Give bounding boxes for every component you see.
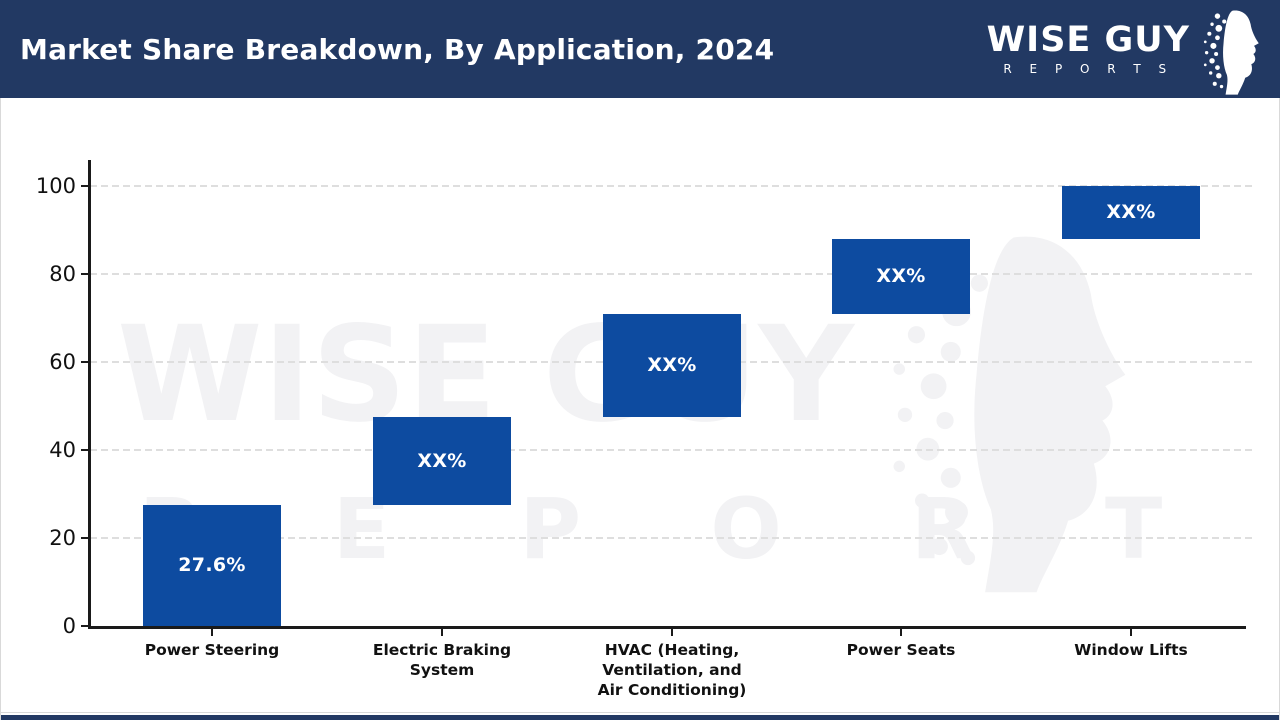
x-tick-window-lifts	[1130, 628, 1132, 636]
y-tick-label-0: 0	[62, 614, 76, 638]
bar-value-label: XX%	[1106, 201, 1156, 224]
x-tick-label-power-seats: Power Seats	[846, 641, 956, 659]
gridline-40	[90, 449, 1254, 451]
x-tick-label-power-steering: Power Steering	[144, 641, 280, 659]
bar-electric-braking-system: XX%	[373, 416, 511, 505]
brand-subname: R E P O R T S	[1003, 62, 1174, 76]
x-tick-power-seats	[900, 628, 902, 636]
gridline-100	[90, 185, 1254, 187]
bottom-divider	[1, 712, 1279, 713]
footer-accent-bar	[1, 715, 1279, 720]
y-tick-label-20: 20	[49, 526, 76, 550]
y-tick-label-100: 100	[35, 174, 76, 198]
x-tick-electric-braking-system	[441, 628, 443, 636]
bar-power-steering: 27.6%	[143, 504, 281, 626]
x-tick-label-window-lifts: Window Lifts	[1074, 641, 1188, 659]
x-axis	[88, 626, 1246, 629]
header-band: Market Share Breakdown, By Application, …	[0, 0, 1280, 98]
y-tick-80	[81, 273, 90, 275]
bar-window-lifts: XX%	[1062, 186, 1200, 239]
gridline-20	[90, 537, 1254, 539]
y-tick-40	[81, 449, 90, 451]
x-tick-power-steering	[211, 628, 213, 636]
y-tick-60	[81, 361, 90, 363]
brand-name: WISE GUY	[986, 20, 1190, 60]
bar-value-label: XX%	[876, 265, 926, 288]
y-tick-label-60: 60	[49, 350, 76, 374]
bar-value-label: XX%	[647, 354, 697, 377]
y-axis	[88, 160, 91, 628]
y-tick-0	[81, 625, 90, 627]
bar-value-label: XX%	[417, 449, 467, 472]
page-title: Market Share Breakdown, By Application, …	[20, 32, 775, 66]
brand-face-icon	[1203, 10, 1259, 95]
x-tick-label-electric-braking-system: Electric Braking System	[372, 641, 512, 680]
brand-logo: WISE GUY R E P O R T S	[987, 4, 1270, 95]
chart-area: WISE GUY R E P O R T S 0 20 40 60 80 100 27.6%…	[0, 98, 1280, 720]
y-tick-100	[81, 185, 90, 187]
x-tick-label-hvac-heating-ventilation-and-air-conditioning: HVAC (Heating, Ventilation, and Air Cond…	[597, 641, 747, 700]
bar-power-seats: XX%	[832, 238, 970, 314]
x-tick-hvac-heating-ventilation-and-air-conditioning	[671, 628, 673, 636]
bar-value-label: 27.6%	[178, 554, 246, 577]
gridline-80	[90, 273, 1254, 275]
brand-logo-text: WISE GUY R E P O R T S	[987, 20, 1190, 76]
y-tick-label-40: 40	[49, 438, 76, 462]
bar-hvac-heating-ventilation-and-air-conditioning: XX%	[603, 313, 741, 417]
y-tick-20	[81, 537, 90, 539]
y-tick-label-80: 80	[49, 262, 76, 286]
